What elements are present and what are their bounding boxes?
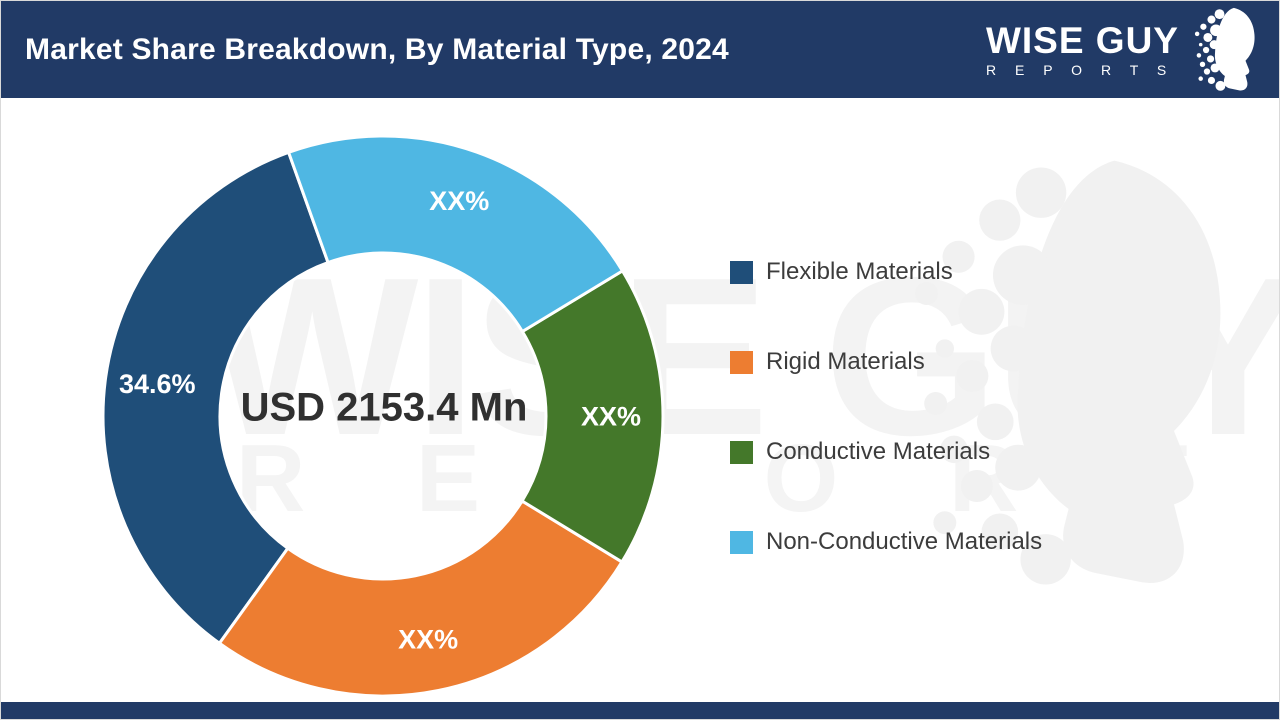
legend-swatch-rigid-materials <box>730 350 753 374</box>
legend-label: Flexible Materials <box>766 258 953 285</box>
logo-subtitle: R E P O R T S <box>985 62 1174 78</box>
legend-swatch-non-conductive-materials <box>730 530 753 554</box>
donut-segment-flexible-materials <box>101 150 330 645</box>
header-bar: Market Share Breakdown, By Material Type… <box>1 1 1279 98</box>
page-title: Market Share Breakdown, By Material Type… <box>25 32 729 66</box>
chart-center-value: USD 2153.4 Mn <box>240 385 528 430</box>
logo-wordmark: WISE GUY <box>985 20 1179 61</box>
slice-percent-label-rigid-materials: XX% <box>398 624 458 654</box>
logo-text: WISE GUY R E P O R T S <box>986 22 1179 77</box>
footer-bar <box>1 702 1279 719</box>
legend-swatch-flexible-materials <box>730 260 753 284</box>
legend-label: Conductive Materials <box>766 438 991 465</box>
wiseguy-logo: WISE GUY R E P O R T S <box>986 7 1263 93</box>
legend-swatch-conductive-materials <box>730 440 753 464</box>
slice-percent-label-conductive-materials: XX% <box>581 401 641 431</box>
legend-item-flexible-materials: Flexible Materials <box>730 258 1042 285</box>
legend-label: Non-Conductive Materials <box>766 528 1043 555</box>
slice-percent-label-non-conductive-materials: XX% <box>429 186 489 216</box>
legend-item-conductive-materials: Conductive Materials <box>730 438 1042 465</box>
legend-item-non-conductive-materials: Non-Conductive Materials <box>730 528 1043 555</box>
legend-item-rigid-materials: Rigid Materials <box>730 348 1042 375</box>
donut-segment-non-conductive-materials <box>287 134 624 334</box>
legend-label: Rigid Materials <box>766 348 925 375</box>
legend: Flexible Materials Rigid Materials Condu… <box>730 258 1043 619</box>
donut-segment-conductive-materials <box>520 269 665 564</box>
donut-segment-rigid-materials <box>217 499 624 698</box>
slice-percent-label-flexible-materials: 34.6% <box>119 369 196 399</box>
